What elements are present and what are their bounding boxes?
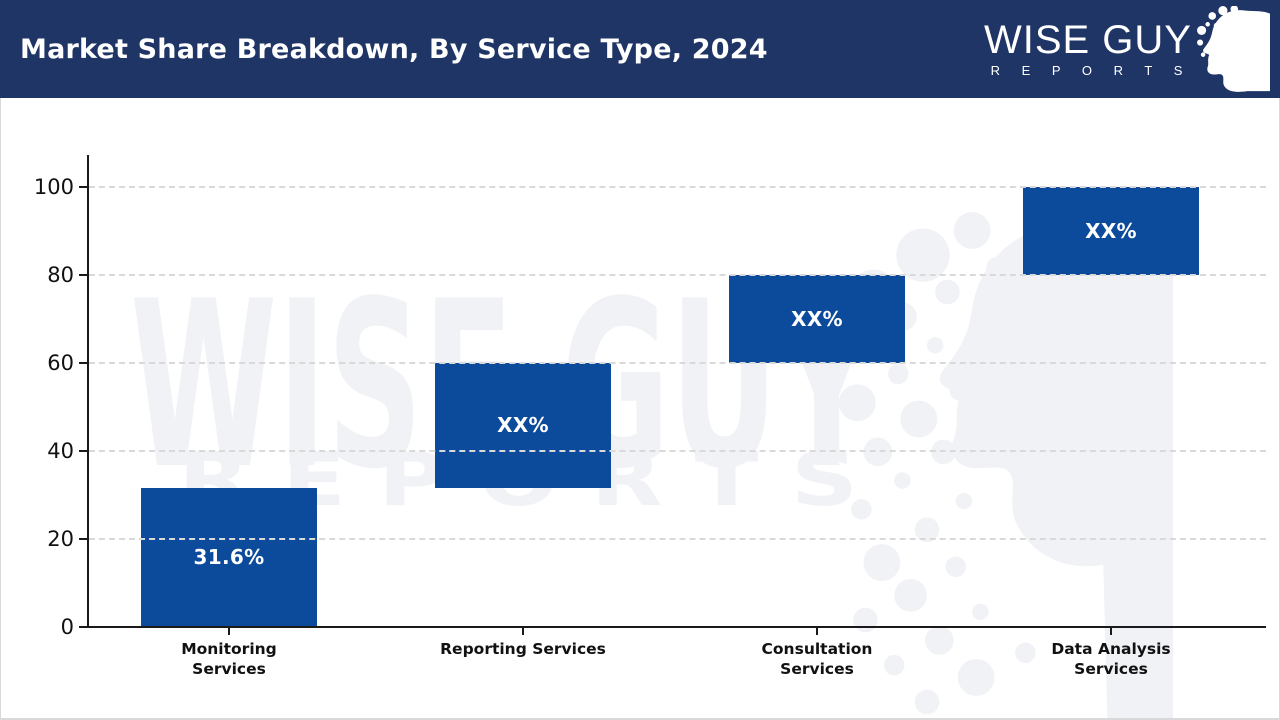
- y-axis-line: [87, 155, 89, 628]
- x-tick-0: [228, 628, 230, 635]
- x-axis-label-line: Reporting Services: [440, 640, 606, 658]
- bar-segment: XX%: [1023, 187, 1199, 275]
- y-tick-0: [79, 626, 87, 628]
- y-tick-100: [79, 186, 87, 188]
- x-tick-3: [1110, 628, 1112, 635]
- y-tick-label-100: 100: [33, 175, 74, 199]
- bar-value-label: XX%: [497, 413, 549, 438]
- y-tick-60: [79, 362, 87, 364]
- bar-segment: XX%: [729, 275, 905, 363]
- gridline-100: [89, 186, 1266, 188]
- y-tick-label-40: 40: [47, 439, 74, 463]
- card-border-bottom: [0, 718, 1280, 720]
- y-tick-label-60: 60: [47, 351, 74, 375]
- brand-logo: WISE GUY R E P O R T S: [984, 6, 1270, 92]
- x-axis-label-line: Data Analysis: [1051, 640, 1171, 658]
- gridline-40: [89, 450, 1266, 452]
- watermark-dotted-head: [838, 212, 1173, 720]
- y-tick-20: [79, 538, 87, 540]
- gridline-60: [89, 362, 1266, 364]
- y-tick-label-0: 0: [60, 615, 74, 639]
- x-axis-label-line: Monitoring: [181, 640, 277, 658]
- bar-value-label: XX%: [791, 307, 843, 331]
- gridline-80: [89, 274, 1266, 276]
- x-axis-label: Consultation Services: [697, 639, 937, 679]
- gridline-20: [89, 538, 1266, 540]
- x-tick-2: [816, 628, 818, 635]
- x-axis-line: [87, 626, 1266, 628]
- x-tick-1: [522, 628, 524, 635]
- x-axis-label: Data Analysis Services: [991, 639, 1231, 679]
- brand-subname: R E P O R T S: [990, 63, 1192, 78]
- brand-logo-text: WISE GUY R E P O R T S: [984, 20, 1192, 78]
- y-tick-label-20: 20: [47, 527, 74, 551]
- header: Market Share Breakdown, By Service Type,…: [0, 0, 1280, 98]
- page-title: Market Share Breakdown, By Service Type,…: [20, 33, 768, 65]
- y-tick-40: [79, 450, 87, 452]
- bar-value-label: 31.6%: [193, 545, 265, 570]
- y-tick-label-80: 80: [47, 263, 74, 287]
- x-axis-label-line: Consultation: [761, 640, 873, 658]
- x-axis-label-line: Services: [1074, 660, 1148, 678]
- brand-name: WISE GUY: [983, 18, 1192, 62]
- x-axis-label: Reporting Services: [403, 639, 643, 659]
- bar-segment: 31.6%: [141, 487, 317, 627]
- y-tick-80: [79, 274, 87, 276]
- x-axis-label-line: Services: [192, 660, 266, 678]
- dotted-head-icon: [1197, 6, 1270, 92]
- card-border-left: [0, 98, 1, 720]
- x-axis-label: Monitoring Services: [109, 639, 349, 679]
- bar-segment: XX%: [435, 363, 611, 488]
- bar-value-label: XX%: [1085, 219, 1137, 243]
- x-axis-label-line: Services: [780, 660, 854, 678]
